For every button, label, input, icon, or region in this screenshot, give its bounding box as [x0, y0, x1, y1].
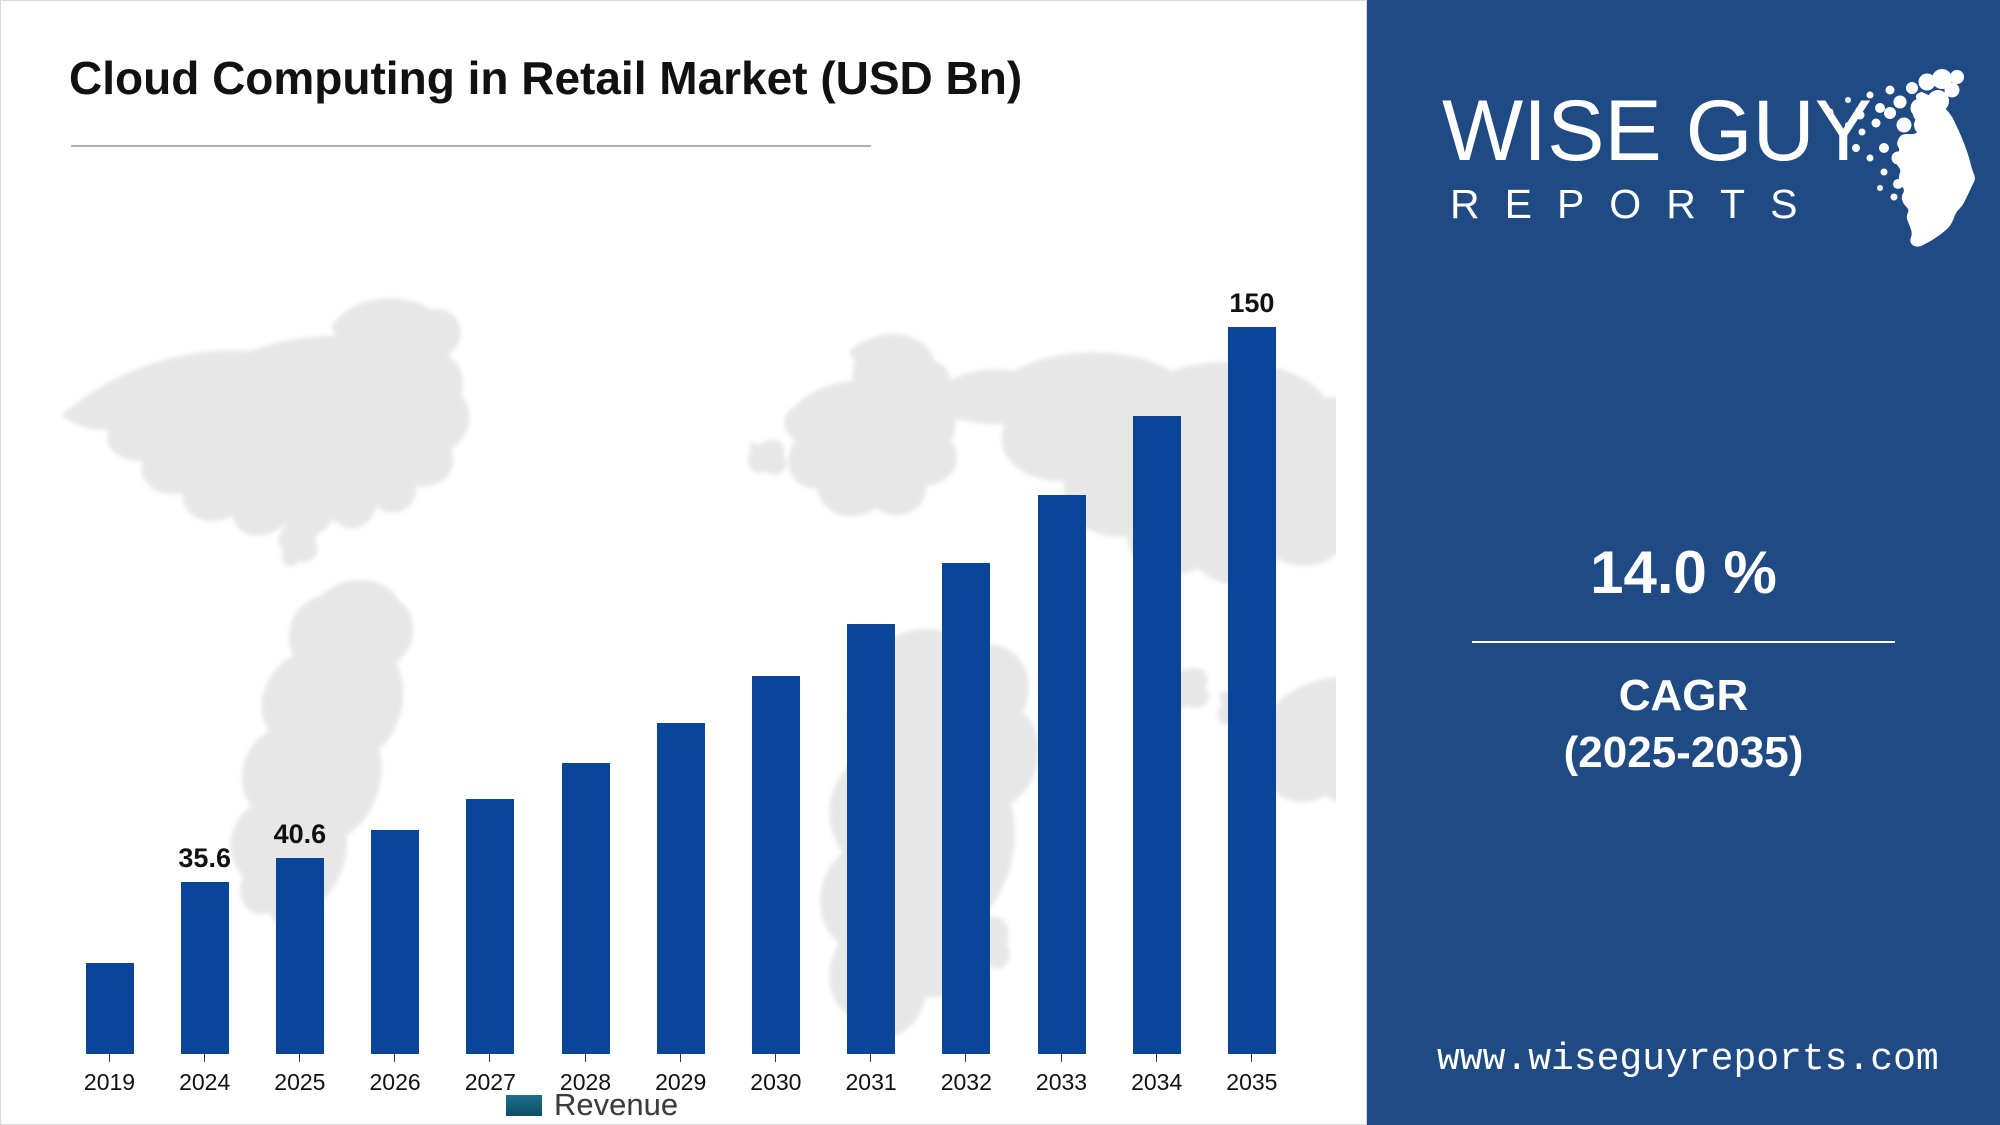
svg-text:WISE GUY: WISE GUY: [1442, 83, 1872, 179]
svg-text:REPORTS: REPORTS: [1450, 181, 1822, 227]
